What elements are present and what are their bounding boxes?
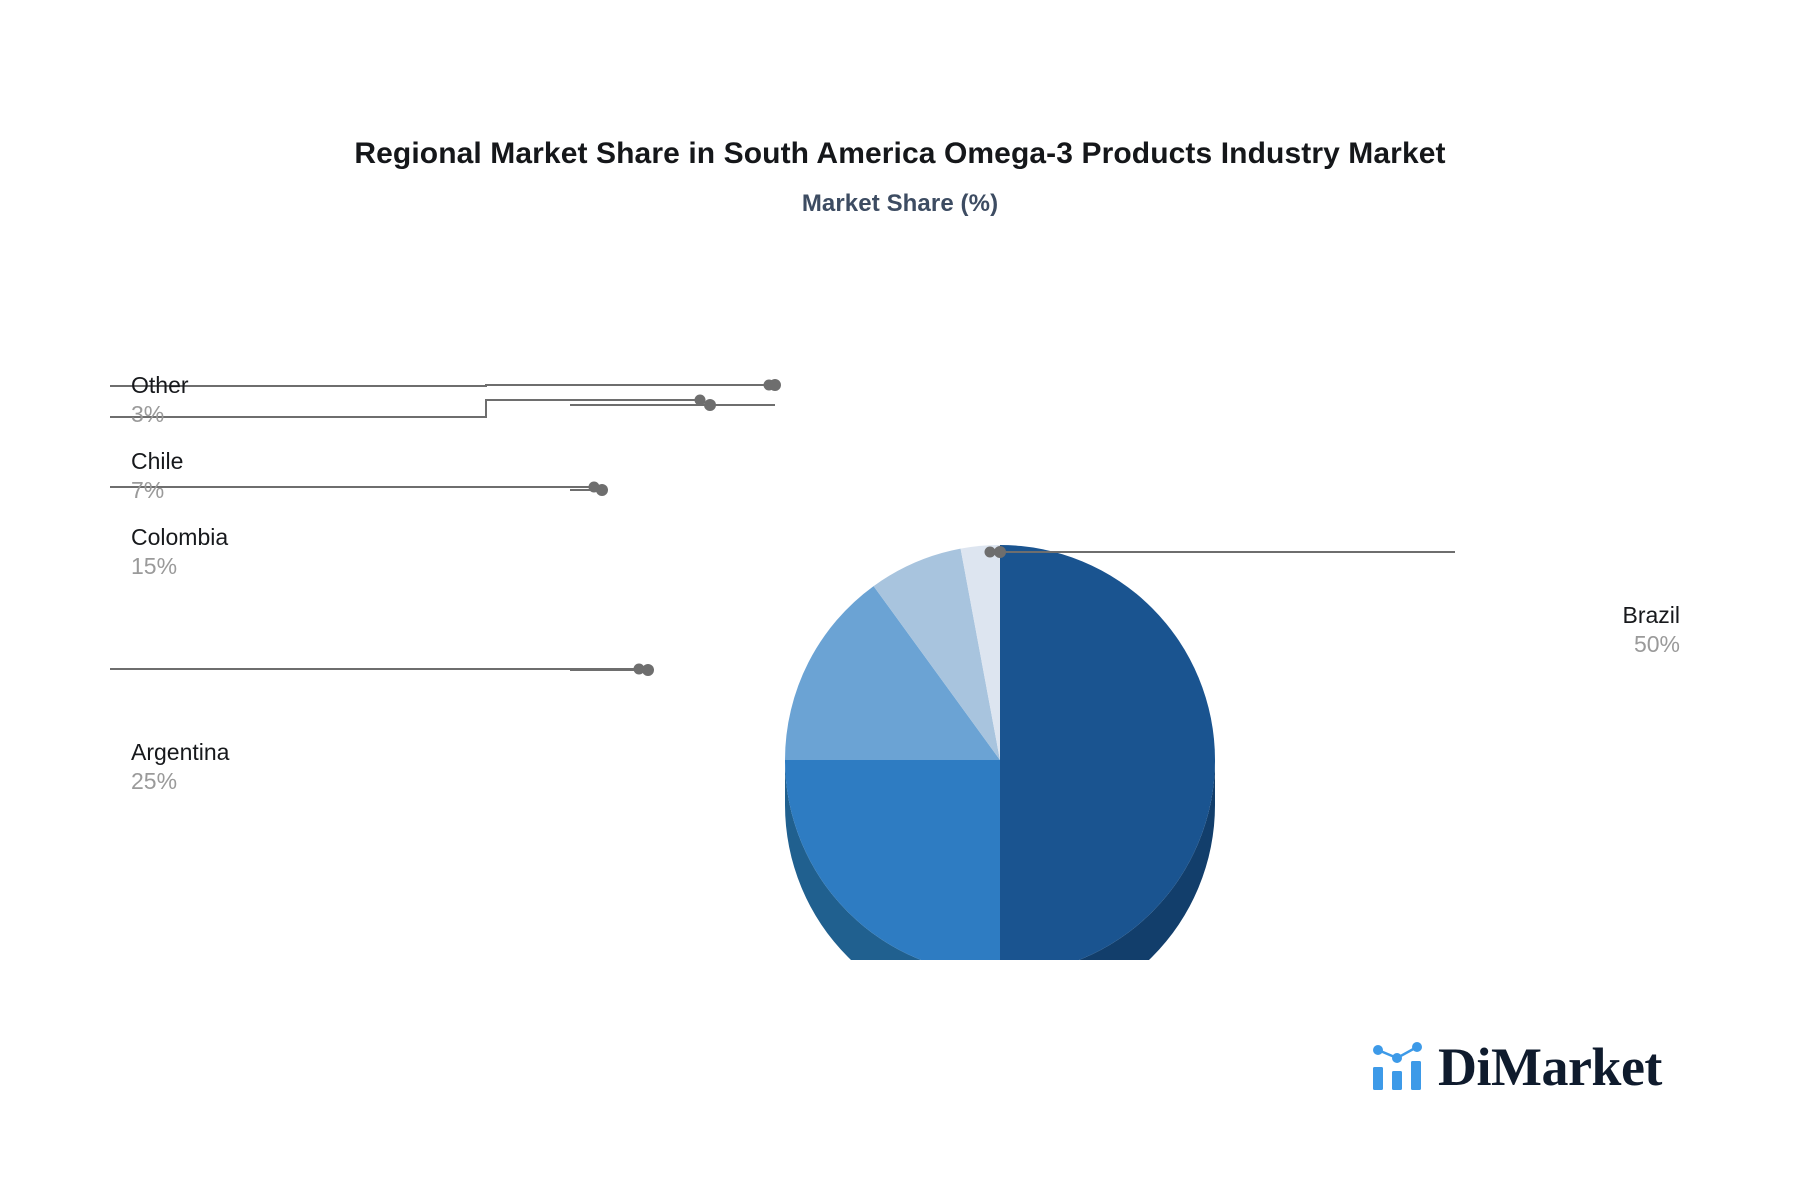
leader-dot-brazil bbox=[994, 546, 1006, 558]
callout-chile-value: 7% bbox=[131, 477, 165, 503]
callout-other-value: 3% bbox=[131, 401, 165, 427]
callout-brazil[interactable]: Brazil 50% bbox=[1380, 601, 1680, 659]
leader-line-chile bbox=[570, 404, 710, 406]
callout-chile-label: Chile bbox=[131, 448, 184, 474]
callout-chile[interactable]: Chile 7% bbox=[131, 447, 183, 505]
callout-colombia-value: 15% bbox=[131, 553, 178, 579]
pie-chart bbox=[570, 360, 1230, 960]
leader-dot-other bbox=[769, 379, 781, 391]
pie-slice-chile[interactable] bbox=[873, 548, 1000, 760]
callout-colombia-label: Colombia bbox=[131, 524, 229, 550]
pie-slices bbox=[785, 544, 1215, 960]
pie-slice-colombia[interactable] bbox=[785, 586, 1000, 760]
pie-depth-argentina bbox=[785, 760, 922, 960]
callout-other[interactable]: Other 3% bbox=[131, 371, 189, 429]
callout-colombia[interactable]: Colombia 15% bbox=[131, 523, 228, 581]
leader-dot-argentina bbox=[642, 664, 654, 676]
pie-depth-brazil bbox=[1078, 760, 1215, 960]
leader-dot-chile bbox=[704, 399, 716, 411]
leader-line-other bbox=[570, 404, 775, 406]
pie-chart-svg bbox=[570, 379, 1230, 960]
pie-slice-other[interactable] bbox=[960, 544, 1000, 760]
callout-argentina-value: 25% bbox=[131, 768, 178, 794]
pie-slice-brazil[interactable] bbox=[1000, 545, 1215, 960]
pie-slice-argentina[interactable] bbox=[785, 760, 1000, 960]
bar-chart-trend-icon bbox=[1373, 1042, 1422, 1090]
callout-brazil-value: 50% bbox=[1633, 631, 1680, 657]
chart-subtitle: Market Share (%) bbox=[801, 190, 999, 217]
dimarket-logo: DiMarket bbox=[1370, 1040, 1662, 1094]
dimarket-logo-text: DiMarket bbox=[1438, 1037, 1662, 1097]
callout-brazil-label: Brazil bbox=[1622, 602, 1680, 628]
callout-argentina-label: Argentina bbox=[131, 739, 230, 765]
page-title: Regional Market Share in South America O… bbox=[354, 137, 1446, 170]
leader-dot-colombia bbox=[596, 484, 608, 496]
pie-depth-layer bbox=[785, 760, 1215, 960]
callout-argentina[interactable]: Argentina 25% bbox=[131, 738, 229, 796]
callout-other-label: Other bbox=[131, 372, 189, 398]
